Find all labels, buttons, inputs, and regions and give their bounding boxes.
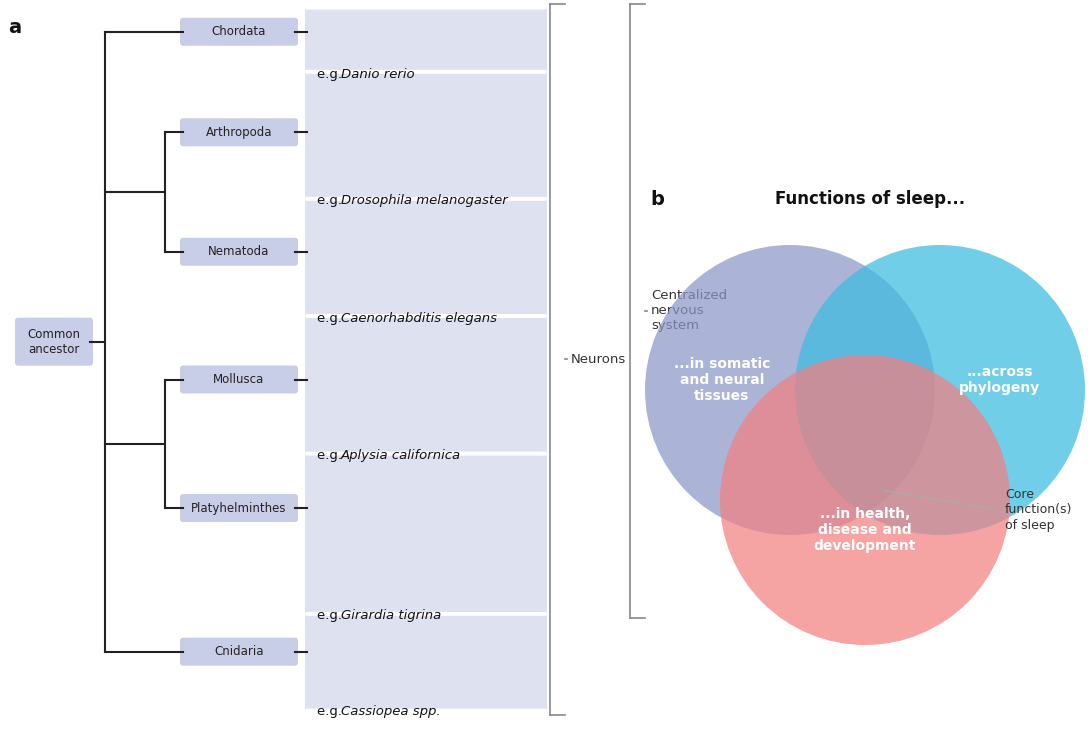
Text: Mollusca: Mollusca [213, 373, 264, 386]
Text: a: a [8, 18, 21, 37]
FancyBboxPatch shape [180, 237, 298, 266]
Text: Neurons: Neurons [571, 352, 626, 366]
FancyBboxPatch shape [180, 494, 298, 522]
Text: e.g.: e.g. [317, 705, 346, 718]
Text: e.g.: e.g. [317, 449, 346, 462]
Text: e.g.: e.g. [317, 194, 346, 207]
FancyBboxPatch shape [305, 8, 547, 72]
Ellipse shape [645, 245, 935, 535]
Ellipse shape [795, 245, 1085, 535]
Text: Drosophila melanogaster: Drosophila melanogaster [341, 194, 508, 207]
Text: Chordata: Chordata [212, 25, 266, 39]
Text: Danio rerio: Danio rerio [341, 68, 415, 81]
FancyBboxPatch shape [180, 365, 298, 394]
FancyBboxPatch shape [305, 614, 547, 711]
Text: b: b [650, 190, 664, 209]
FancyBboxPatch shape [305, 316, 547, 454]
Text: Aplysia californica: Aplysia californica [341, 449, 461, 462]
Text: e.g.: e.g. [317, 68, 346, 81]
Text: Cnidaria: Cnidaria [214, 645, 264, 658]
Text: Core
function(s)
of sleep: Core function(s) of sleep [1005, 488, 1072, 531]
FancyBboxPatch shape [305, 199, 547, 316]
Text: e.g.: e.g. [317, 312, 346, 325]
Text: Functions of sleep...: Functions of sleep... [775, 190, 965, 208]
Text: e.g.: e.g. [317, 609, 346, 621]
FancyBboxPatch shape [15, 318, 93, 366]
Text: Nematoda: Nematoda [209, 245, 270, 259]
Text: ...in somatic
and neural
tissues: ...in somatic and neural tissues [674, 357, 770, 403]
Ellipse shape [720, 355, 1010, 645]
Text: Common
ancestor: Common ancestor [27, 327, 81, 356]
Text: Platyhelminthes: Platyhelminthes [191, 501, 287, 515]
Text: Centralized
nervous
system: Centralized nervous system [651, 290, 727, 332]
FancyBboxPatch shape [180, 17, 298, 46]
Text: Cassiopea spp.: Cassiopea spp. [341, 705, 441, 718]
FancyBboxPatch shape [305, 454, 547, 614]
FancyBboxPatch shape [180, 637, 298, 666]
FancyBboxPatch shape [305, 72, 547, 199]
FancyBboxPatch shape [180, 118, 298, 147]
Text: Arthropoda: Arthropoda [205, 125, 272, 139]
Text: Girardia tigrina: Girardia tigrina [341, 609, 441, 621]
Text: ...across
phylogeny: ...across phylogeny [960, 365, 1041, 395]
Text: Caenorhabditis elegans: Caenorhabditis elegans [341, 312, 497, 325]
Text: ...in health,
disease and
development: ...in health, disease and development [814, 507, 916, 553]
